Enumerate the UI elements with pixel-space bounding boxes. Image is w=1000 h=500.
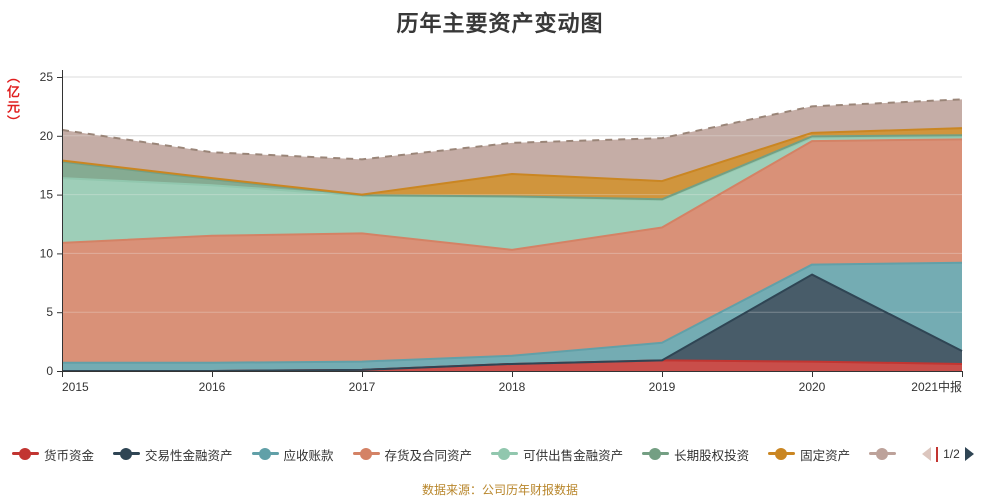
y-tick-label-25: 25 (40, 70, 54, 84)
legend-line-dot-icon (113, 447, 141, 461)
legend-line-dot-icon (491, 447, 519, 461)
x-tick-label-4: 2019 (649, 380, 676, 394)
x-tick-label-5: 2020 (799, 380, 826, 394)
y-tick-label-10: 10 (40, 246, 54, 260)
x-tick-label-2: 2017 (349, 380, 376, 394)
area-series-1[interactable] (62, 274, 962, 371)
stacked-area-chart[interactable]: 0 5 10 15 20 25 2015 2016 2017 2018 2019 2020 2021中报 (0, 0, 1000, 432)
x-tick-label-1: 2016 (199, 380, 226, 394)
legend-line-dot-icon (12, 447, 39, 461)
legend-pager: 1/2 (922, 446, 974, 462)
area-series-0[interactable] (62, 360, 962, 371)
legend-label-0: 货币资金 (44, 448, 95, 463)
x-tick-label-6: 2021中报 (911, 379, 962, 394)
legend-line-dot-icon (869, 447, 897, 461)
legend-line-dot-icon (251, 447, 279, 461)
legend-item-2[interactable]: 应收账款 (251, 445, 334, 464)
y-tick-label-15: 15 (40, 188, 54, 202)
x-tick-label-3: 2018 (499, 380, 526, 394)
chart-title: 历年主要资产变动图 (396, 11, 604, 36)
legend: 货币资金 交易性金融资产 应收账款 存货及合同资产 可供出售金融资产 长期股权投资 固定资产… (12, 442, 1000, 466)
legend-page-info: 1/2 (943, 447, 960, 461)
y-axis-unit-label: （亿元） (5, 70, 20, 130)
area-series-4[interactable] (62, 136, 962, 250)
legend-label-6: 固定资产 (800, 448, 851, 463)
legend-next-page-icon[interactable] (964, 447, 974, 461)
area-series-2[interactable] (62, 262, 962, 371)
legend-item-5[interactable]: 长期股权投资 (642, 445, 749, 464)
legend-label-1: 交易性金融资产 (145, 448, 233, 463)
legend-label-4: 可供出售金融资产 (523, 448, 624, 463)
legend-item-7[interactable] (869, 447, 901, 461)
line-series-2[interactable] (62, 261, 963, 364)
line-series-5[interactable] (61, 134, 963, 201)
line-series-6[interactable] (61, 127, 963, 196)
legend-line-dot-icon (642, 447, 670, 461)
legend-label-2: 应收账款 (283, 448, 334, 463)
legend-item-3[interactable]: 存货及合同资产 (352, 445, 473, 464)
legend-item-6[interactable]: 固定资产 (768, 445, 850, 464)
x-tick-label-0: 2015 (62, 380, 89, 394)
legend-prev-page-icon[interactable] (922, 447, 932, 461)
area-series-3[interactable] (62, 139, 962, 363)
y-tick-label-0: 0 (46, 364, 53, 378)
y-tick-label-20: 20 (40, 129, 54, 143)
legend-label-3: 存货及合同资产 (384, 448, 473, 463)
legend-item-0[interactable]: 货币资金 (12, 445, 94, 464)
legend-line-dot-icon (352, 447, 380, 461)
legend-pager-divider (936, 446, 939, 462)
y-tick-label-5: 5 (46, 305, 53, 319)
legend-item-4[interactable]: 可供出售金融资产 (491, 445, 623, 464)
legend-item-1[interactable]: 交易性金融资产 (113, 445, 233, 464)
source-note: 数据来源：公司历年财报数据 (421, 483, 578, 497)
legend-line-dot-icon (768, 447, 796, 461)
legend-label-5: 长期股权投资 (674, 448, 750, 463)
line-series-3[interactable] (61, 138, 963, 251)
line-series-7[interactable] (61, 98, 963, 161)
